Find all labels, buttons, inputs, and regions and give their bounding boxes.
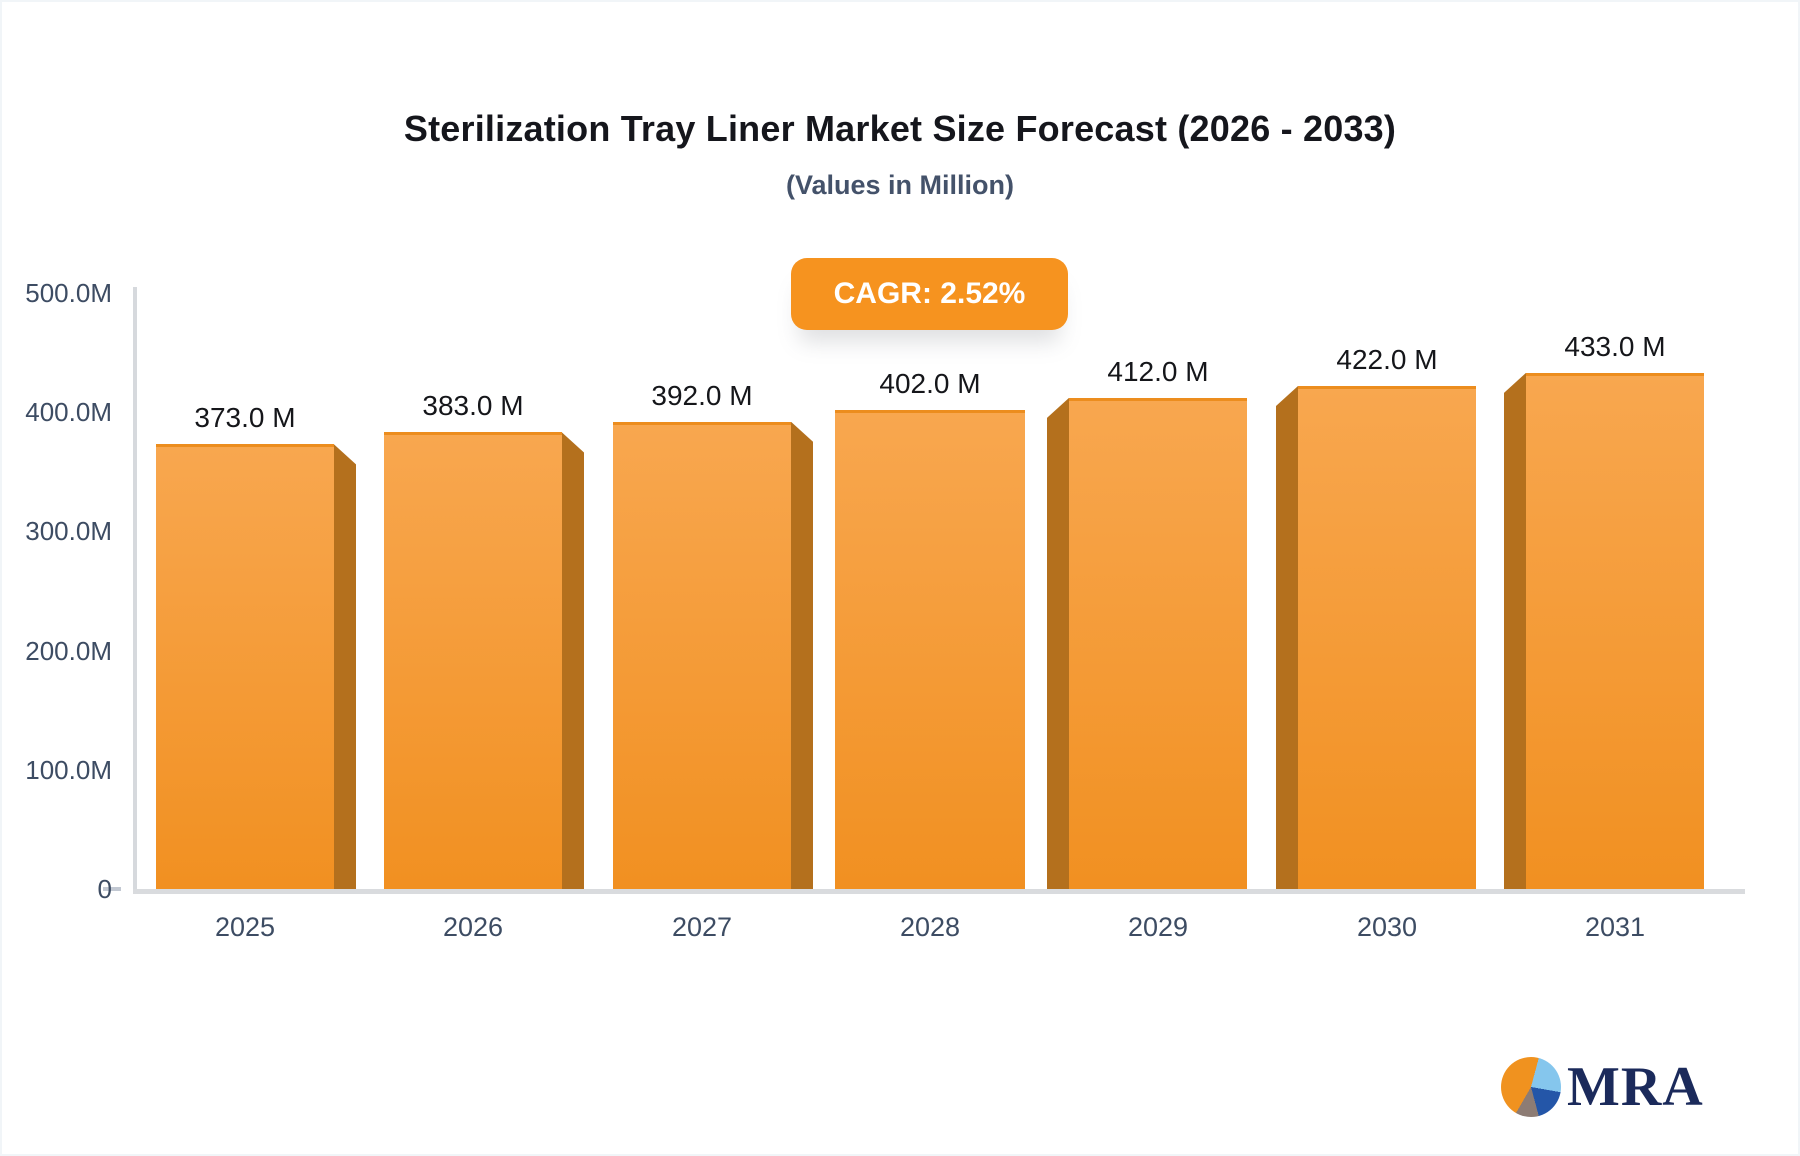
bar-side-2027 [791,421,813,889]
x-tick-label-2030: 2030 [1356,912,1418,942]
bar-2028 [835,409,1025,889]
bar-value-label-2031: 433.0 M [1564,330,1666,362]
x-tick-label-2027: 2027 [671,912,733,942]
x-tick-label-2031: 2031 [1584,912,1646,942]
bar-value-label-2027: 392.0 M [651,379,753,411]
bar-side-2026 [562,432,584,889]
bar-value-label-2030: 422.0 M [1336,343,1438,375]
y-tick-label-200: 200.0M [25,635,112,666]
x-tick-label-2025: 2025 [214,912,276,942]
x-tick-label-2028: 2028 [899,912,961,942]
y-tick-label-0: 0 [97,874,112,904]
bar-side-2031 [1504,372,1526,889]
x-tick-label-2026: 2026 [442,912,504,942]
y-axis-line [133,287,137,891]
y-tick-label-500: 500.0M [25,278,112,308]
x-tick-label-2029: 2029 [1127,912,1189,942]
bar-2030 [1298,385,1476,889]
bar-2026 [384,432,562,889]
bar-value-label-2029: 412.0 M [1107,355,1209,387]
bar-2027 [613,421,791,889]
brand-logo: MRA [1501,1052,1704,1122]
bar-value-label-2028: 402.0 M [879,367,981,399]
pie-chart-icon [1501,1057,1561,1117]
y-tick-label-300: 300.0M [25,516,112,547]
zero-tick-mark [103,887,121,891]
y-tick-label-100: 100.0M [25,754,112,785]
bar-2025 [156,444,334,889]
y-tick-label-400: 400.0M [25,397,112,428]
x-axis-baseline [133,889,1745,894]
bar-value-label-2026: 383.0 M [422,390,524,422]
bar-2031 [1526,372,1704,889]
chart-subtitle: (Values in Million) [785,170,1015,200]
bar-side-2029 [1047,397,1069,889]
bar-2029 [1069,397,1247,889]
brand-text: MRA [1567,1056,1704,1118]
bar-value-label-2025: 373.0 M [194,402,296,434]
bar-side-2025 [334,444,356,889]
bar-side-2030 [1276,385,1298,889]
cagr-badge: CAGR: 2.52% [791,258,1068,330]
cagr-badge-label: CAGR: 2.52% [833,277,1026,310]
chart-title: Sterilization Tray Liner Market Size For… [403,108,1397,149]
